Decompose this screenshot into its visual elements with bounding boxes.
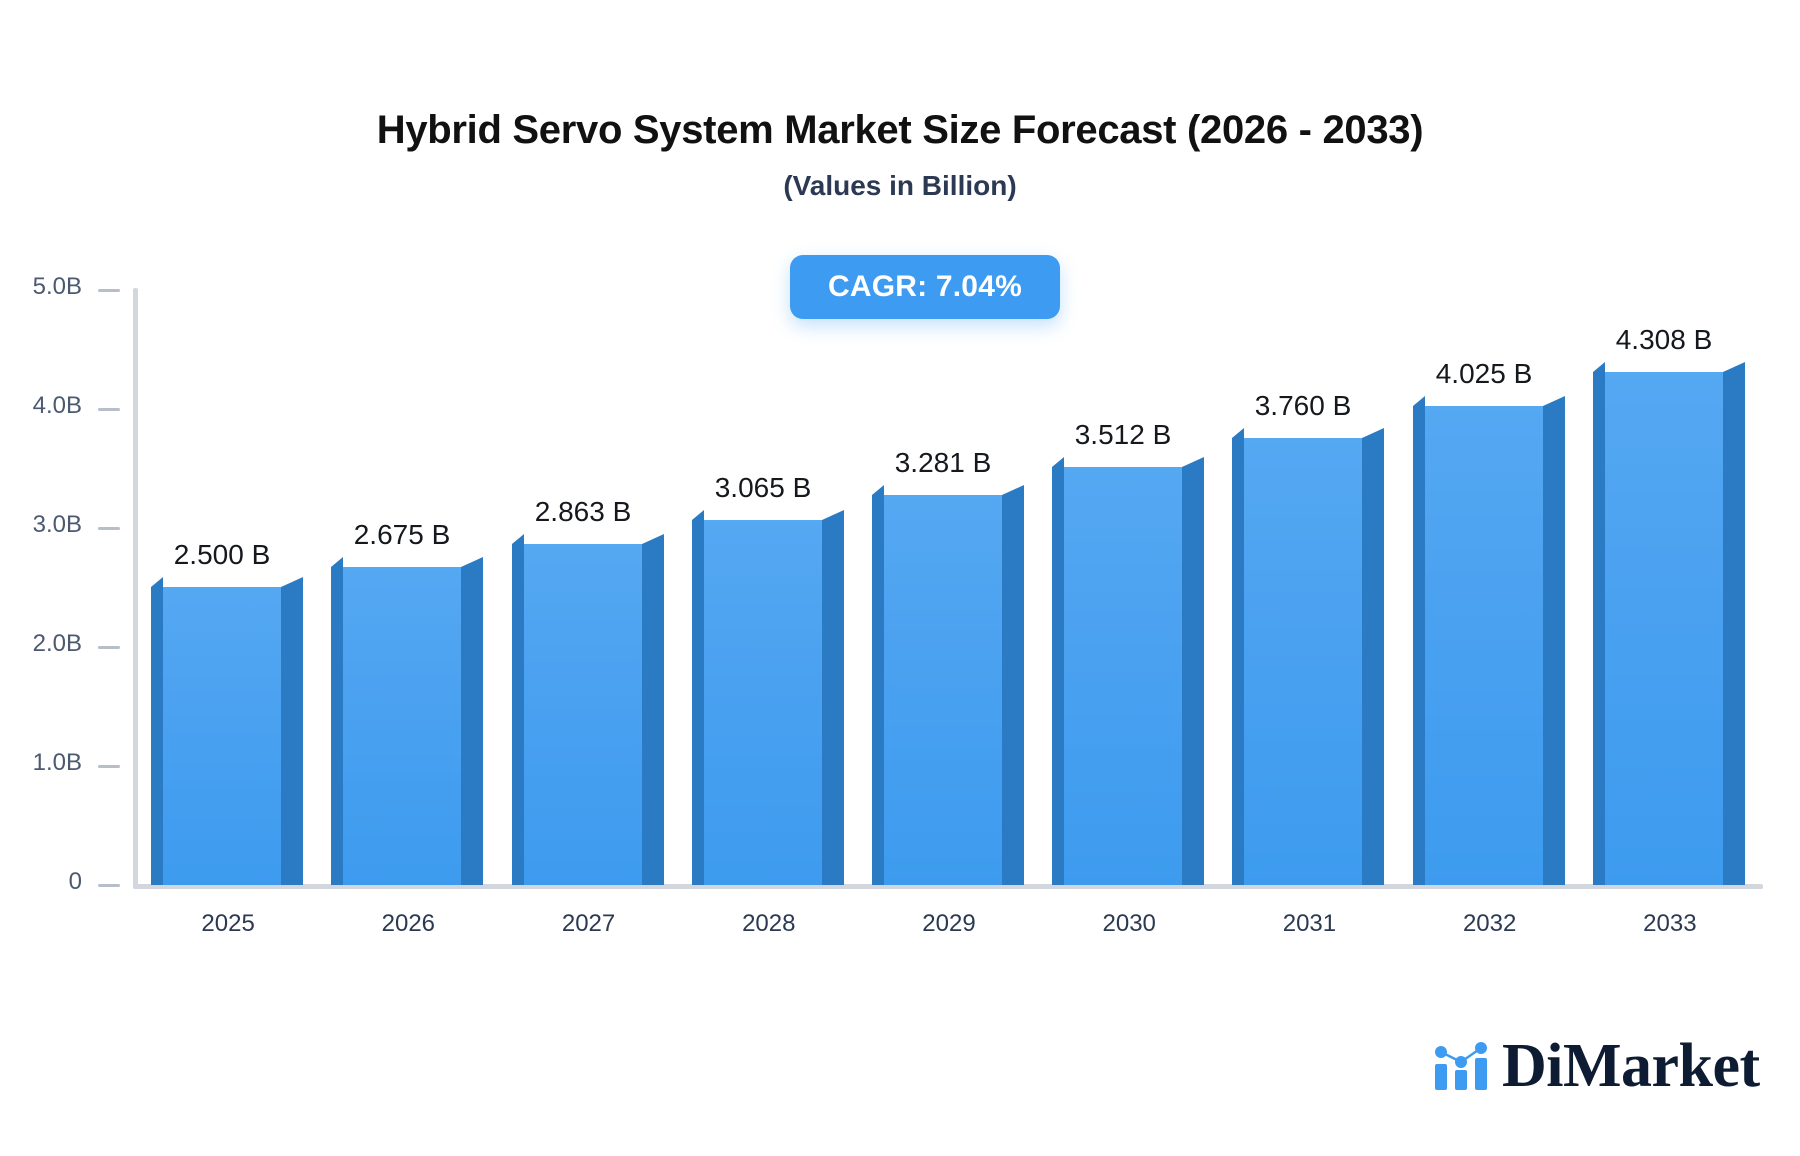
bar-front-face — [524, 544, 642, 885]
y-axis-tick-label: 5.0B — [32, 273, 82, 300]
bar-side-face — [1362, 428, 1384, 885]
bar-left-bevel — [872, 485, 884, 885]
y-axis-tick-label: 1.0B — [32, 749, 82, 776]
bar[interactable]: 4.025 B — [1413, 358, 1565, 885]
y-axis-tick-label: 2.0B — [32, 630, 82, 657]
bar-side-face — [461, 557, 483, 885]
bar[interactable]: 3.281 B — [872, 447, 1024, 885]
y-axis-tick-mark — [98, 646, 120, 649]
y-axis-tick-mark — [98, 408, 120, 411]
bar-left-bevel — [151, 577, 163, 885]
y-axis-tick-label: 3.0B — [32, 511, 82, 538]
bar-value-label: 2.500 B — [173, 539, 271, 570]
bar-front-face — [343, 567, 461, 885]
bar-side-face — [1182, 457, 1204, 885]
x-axis-label: 2025 — [201, 910, 255, 937]
bar[interactable]: 2.500 B — [151, 539, 303, 885]
brand-logo: DiMarket — [1432, 1035, 1760, 1097]
bar-chart-icon — [1435, 1042, 1487, 1090]
cagr-badge-label: CAGR: 7.04% — [828, 270, 1022, 303]
x-axis-label: 2028 — [742, 910, 796, 937]
bar-value-label: 2.863 B — [534, 496, 632, 527]
bar-value-label: 4.308 B — [1615, 324, 1713, 355]
bar-left-bevel — [1052, 457, 1064, 885]
y-axis-line — [133, 288, 138, 888]
bar[interactable]: 2.863 B — [512, 496, 664, 885]
bar-front-face — [1605, 372, 1723, 885]
bar-side-face — [642, 534, 664, 885]
chart-subtitle: (Values in Billion) — [783, 170, 1017, 201]
bar-front-face — [1064, 467, 1182, 885]
x-axis-label: 2031 — [1282, 910, 1337, 937]
x-axis-line — [133, 884, 1763, 889]
bar-left-bevel — [692, 510, 704, 885]
brand-name: DiMarket — [1502, 1032, 1760, 1100]
bar-side-face — [1002, 485, 1024, 885]
x-axis-label: 2033 — [1643, 910, 1697, 937]
cagr-badge: CAGR: 7.04% — [790, 255, 1060, 319]
bar-value-label: 4.025 B — [1435, 358, 1533, 389]
y-axis-tick-mark — [98, 527, 120, 530]
y-axis-tick-mark — [98, 289, 120, 292]
bar-value-label: 2.675 B — [353, 519, 451, 550]
y-axis-tick-label: 4.0B — [32, 392, 82, 419]
bar-left-bevel — [512, 534, 524, 885]
bar-front-face — [704, 520, 822, 885]
x-axis-label: 2030 — [1102, 910, 1156, 937]
x-axis-label: 2029 — [922, 910, 976, 937]
bar-side-face — [1543, 396, 1565, 885]
bar-side-face — [1723, 362, 1745, 885]
bar-left-bevel — [1232, 428, 1244, 885]
bar-front-face — [163, 587, 281, 885]
bar[interactable]: 4.308 B — [1593, 324, 1745, 885]
bar-left-bevel — [1593, 362, 1605, 885]
y-axis-tick-mark — [98, 765, 120, 768]
bar[interactable]: 3.760 B — [1232, 390, 1384, 885]
x-axis-label: 2032 — [1462, 910, 1517, 937]
bar-front-face — [1244, 438, 1362, 885]
bar-value-label: 3.760 B — [1254, 390, 1352, 421]
bar-front-face — [884, 495, 1002, 885]
bar[interactable]: 2.675 B — [331, 519, 483, 885]
bar-value-label: 3.065 B — [714, 472, 812, 503]
bar-value-label: 3.512 B — [1074, 419, 1172, 450]
x-axis-label: 2027 — [561, 910, 616, 937]
bar-side-face — [822, 510, 844, 885]
bar[interactable]: 3.512 B — [1052, 419, 1204, 885]
bar-front-face — [1425, 406, 1543, 885]
bar-left-bevel — [331, 557, 343, 885]
x-axis-label: 2026 — [381, 910, 436, 937]
chart-title: Hybrid Servo System Market Size Forecast… — [376, 108, 1424, 152]
y-axis-tick-label: 0 — [68, 868, 82, 895]
bar-side-face — [281, 577, 303, 885]
bar-left-bevel — [1413, 396, 1425, 885]
bar-value-label: 3.281 B — [894, 447, 992, 478]
y-axis-tick-mark — [98, 884, 120, 887]
bar[interactable]: 3.065 B — [692, 472, 844, 885]
